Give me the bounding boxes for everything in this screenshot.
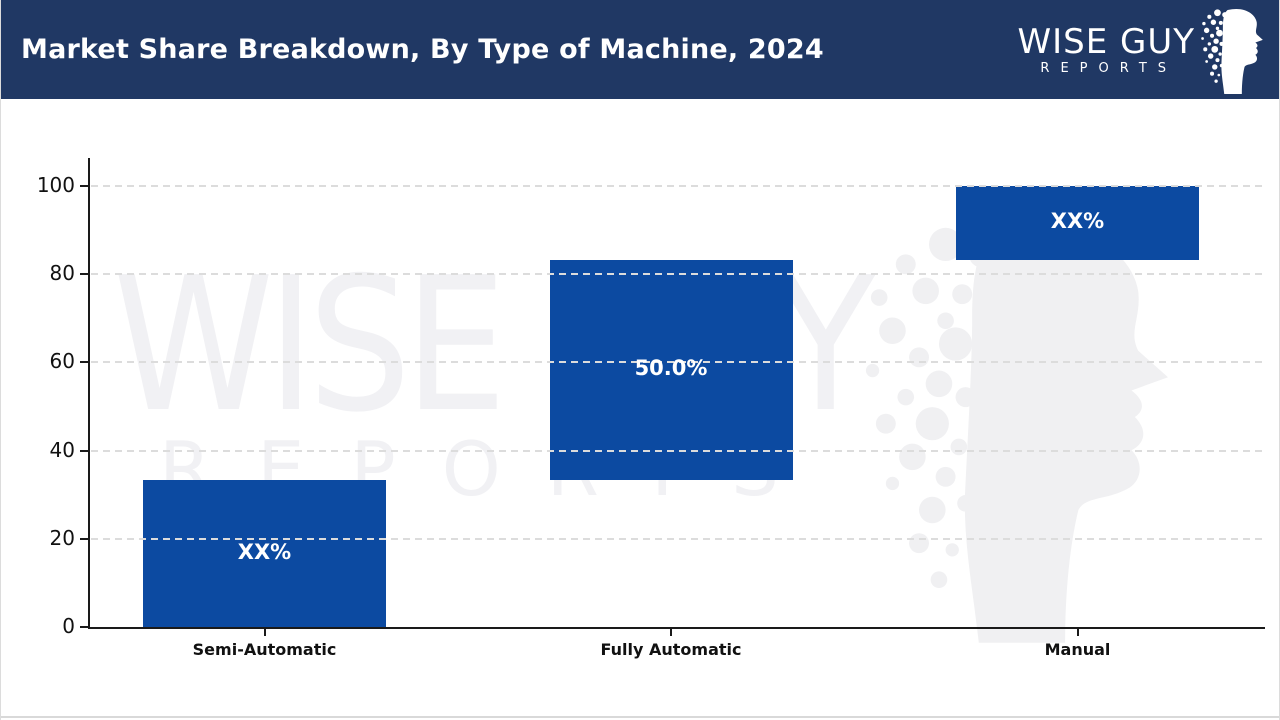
bottom-divider: [1, 716, 1279, 718]
y-tick-20: [80, 537, 88, 540]
wise-guy-logo: WISE GUY REPORTS: [1017, 6, 1265, 94]
y-axis-line: [88, 158, 90, 629]
y-tick-label-80: 80: [49, 261, 75, 286]
y-tick-40: [80, 449, 88, 452]
gridline-40: [91, 449, 1263, 452]
gridline-100: [91, 185, 1263, 187]
y-tick-label-40: 40: [49, 437, 75, 462]
x-tick-0: [263, 629, 266, 636]
bar-1: [549, 259, 793, 481]
face-profile-icon: [1201, 8, 1263, 94]
gridline-80: [91, 273, 1263, 276]
page-title: Market Share Breakdown, By Type of Machi…: [21, 34, 824, 65]
logo-subtitle: REPORTS: [1040, 60, 1178, 76]
gridline-20: [91, 537, 1263, 540]
x-axis-line: [88, 627, 1265, 629]
x-tick-2: [1076, 629, 1079, 636]
x-tick-label-0: Semi-Automatic: [192, 640, 337, 659]
logo-text: WISE GUY REPORTS: [1017, 25, 1195, 75]
bar-label-2: XX%: [1050, 208, 1105, 233]
bar-label-0: XX%: [237, 539, 292, 564]
y-tick-label-20: 20: [49, 525, 75, 550]
y-tick-label-0: 0: [62, 614, 75, 638]
x-tick-label-2: Manual: [1044, 640, 1111, 659]
bar-label-1: 50.0%: [634, 355, 708, 380]
bar-0: [143, 480, 386, 627]
logo-wordmark: WISE GUY: [1017, 21, 1195, 62]
x-tick-1: [670, 629, 672, 636]
header-bar: Market Share Breakdown, By Type of Machi…: [1, 0, 1279, 99]
y-tick-60: [80, 361, 88, 364]
y-tick-100: [80, 185, 88, 187]
x-tick-label-1: Fully Automatic: [600, 640, 742, 659]
y-tick-label-100: 100: [36, 173, 75, 197]
gridline-60: [91, 361, 1263, 364]
y-tick-label-60: 60: [49, 349, 75, 374]
y-tick-0: [80, 626, 88, 628]
y-tick-80: [80, 273, 88, 276]
